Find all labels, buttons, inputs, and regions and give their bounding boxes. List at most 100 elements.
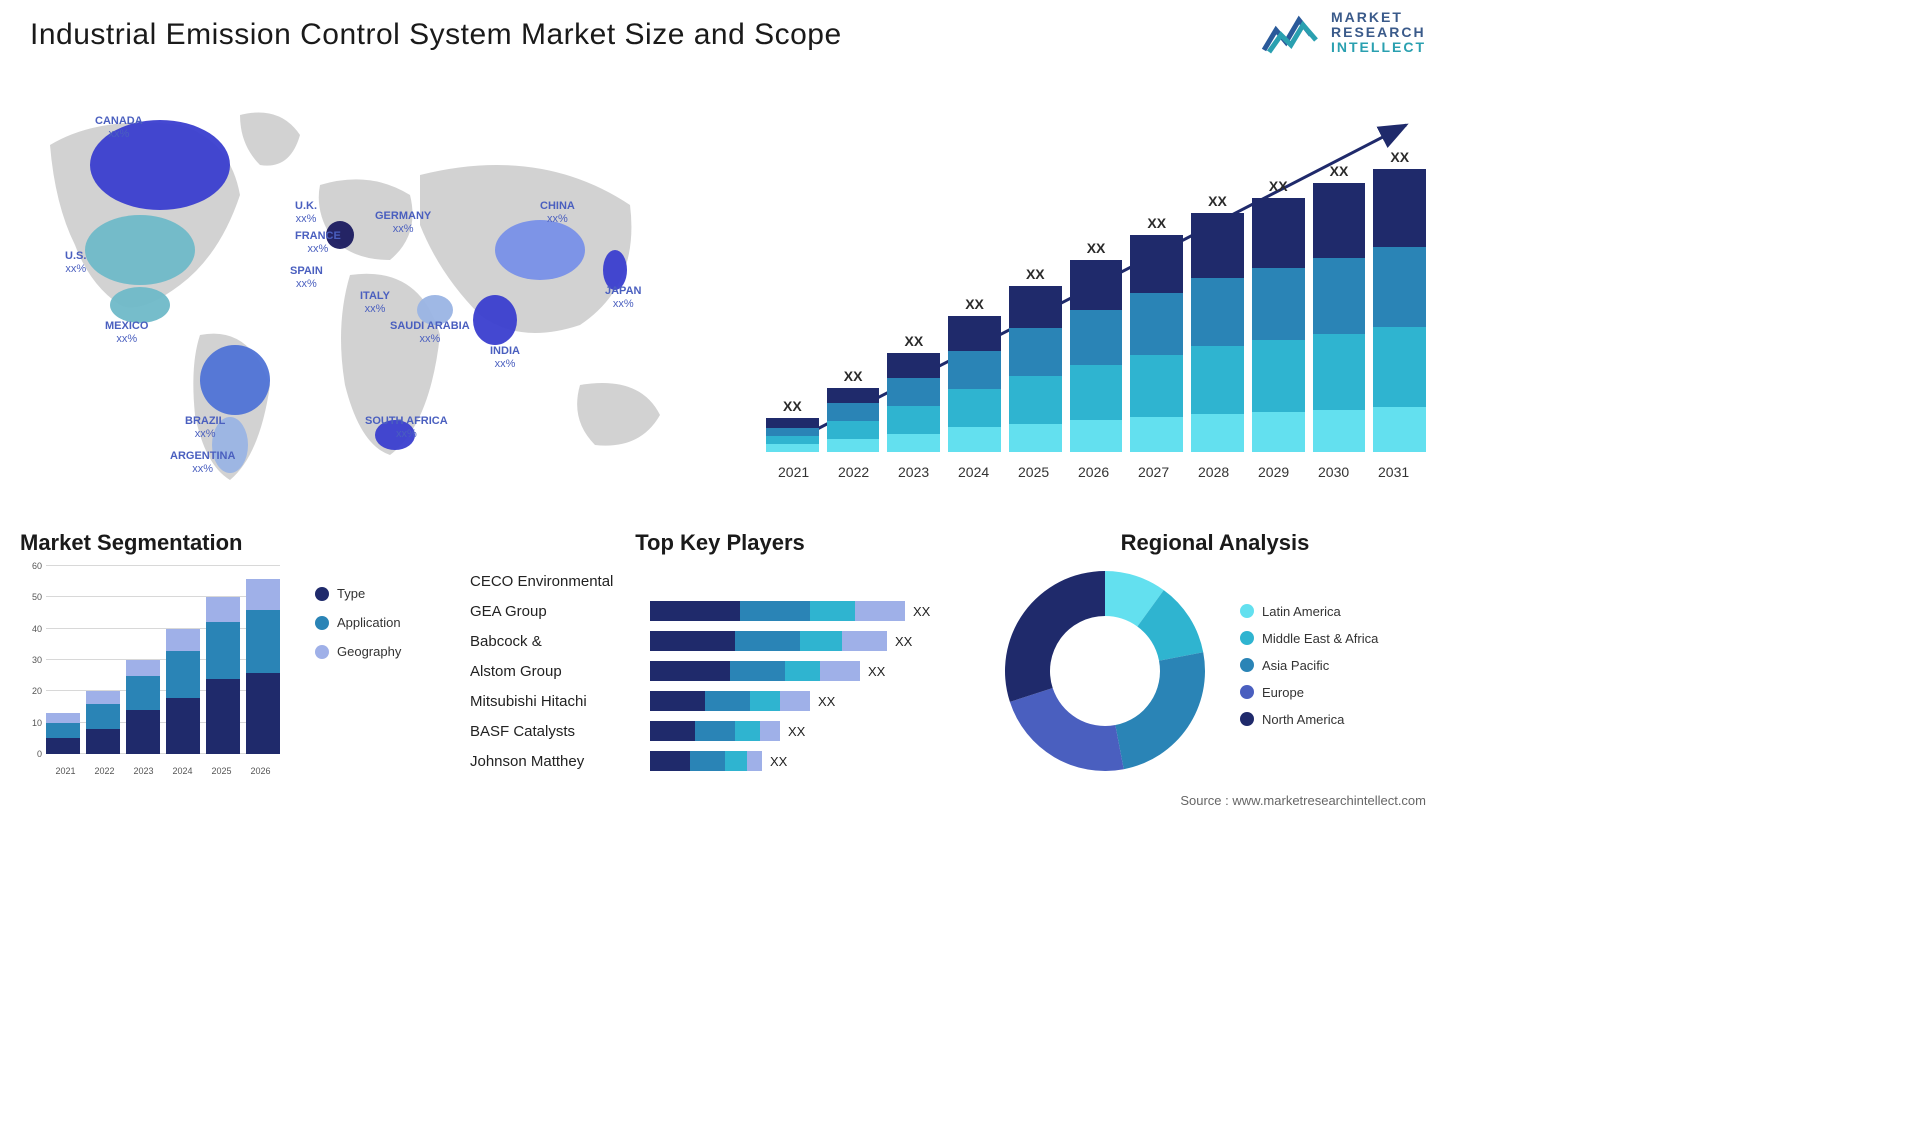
player-bar-seg xyxy=(695,721,735,741)
forecast-bar-seg xyxy=(1009,286,1062,328)
donut-slice xyxy=(1010,688,1124,771)
forecast-bar-value: XX xyxy=(1269,178,1288,194)
forecast-bar-seg xyxy=(1313,334,1366,410)
forecast-bar-seg xyxy=(1070,365,1123,420)
forecast-bar-value: XX xyxy=(1390,149,1409,165)
forecast-year-label: 2024 xyxy=(958,464,989,480)
map-label: FRANCExx% xyxy=(295,230,341,256)
player-bar-seg xyxy=(747,751,762,771)
logo-mark-icon xyxy=(1261,10,1321,55)
brand-logo: MARKET RESEARCH INTELLECT xyxy=(1261,10,1426,55)
logo-text-2: RESEARCH xyxy=(1331,25,1426,40)
seg-ytick: 10 xyxy=(32,718,42,728)
forecast-bar: XX xyxy=(1130,215,1183,452)
legend-dot-icon xyxy=(1240,658,1254,672)
forecast-bar-seg xyxy=(1130,355,1183,417)
player-bar-wrap: XX xyxy=(650,721,970,741)
forecast-bar-seg xyxy=(1009,424,1062,452)
seg-bar-segment xyxy=(246,579,280,610)
legend-label: Geography xyxy=(337,644,401,659)
forecast-bar-seg xyxy=(948,316,1001,351)
forecast-bar-seg xyxy=(948,427,1001,452)
forecast-bar-seg xyxy=(1373,169,1426,247)
forecast-bar: XX xyxy=(827,368,880,452)
forecast-bar: XX xyxy=(766,398,819,452)
legend-label: Middle East & Africa xyxy=(1262,631,1378,646)
forecast-bar-seg xyxy=(1313,183,1366,258)
forecast-bar: XX xyxy=(887,333,940,452)
forecast-bar-value: XX xyxy=(1026,266,1045,282)
seg-bar-segment xyxy=(246,673,280,754)
seg-bar xyxy=(46,713,80,754)
legend-dot-icon xyxy=(1240,712,1254,726)
forecast-bar-seg xyxy=(1130,293,1183,355)
seg-bar-segment xyxy=(46,713,80,722)
key-players-panel: Top Key Players CECO EnvironmentalGEA Gr… xyxy=(470,530,970,790)
map-label: ARGENTINAxx% xyxy=(170,450,235,476)
seg-ytick: 20 xyxy=(32,686,42,696)
player-bar-wrap: XX xyxy=(650,691,970,711)
forecast-bar-seg xyxy=(1191,414,1244,452)
player-bar-seg xyxy=(650,631,735,651)
forecast-bar-value: XX xyxy=(844,368,863,384)
forecast-bar-seg xyxy=(948,389,1001,427)
seg-bar-segment xyxy=(126,660,160,676)
player-bar-seg xyxy=(750,691,780,711)
player-row: Johnson Matthey XX xyxy=(470,746,970,776)
player-bar-seg xyxy=(780,691,810,711)
legend-dot-icon xyxy=(1240,631,1254,645)
seg-bar xyxy=(246,579,280,754)
forecast-bar-seg xyxy=(1130,235,1183,293)
forecast-bar-value: XX xyxy=(783,398,802,414)
legend-label: Europe xyxy=(1262,685,1304,700)
logo-text-1: MARKET xyxy=(1331,10,1426,25)
segmentation-legend: Type Application Geography xyxy=(315,586,401,673)
donut-slice xyxy=(1115,652,1205,769)
regional-donut-chart xyxy=(1000,566,1210,776)
player-value: XX xyxy=(895,634,912,649)
regional-panel: Regional Analysis Latin AmericaMiddle Ea… xyxy=(1000,530,1430,790)
legend-label: Application xyxy=(337,615,401,630)
legend-item: Type xyxy=(315,586,401,601)
forecast-bar-seg xyxy=(1070,310,1123,365)
forecast-bar: XX xyxy=(1070,240,1123,452)
player-bar-seg xyxy=(730,661,785,681)
forecast-bar: XX xyxy=(1373,149,1426,452)
player-value: XX xyxy=(770,754,787,769)
forecast-bar-seg xyxy=(948,351,1001,389)
legend-dot-icon xyxy=(315,587,329,601)
player-bar-seg xyxy=(650,721,695,741)
forecast-bar-seg xyxy=(887,406,940,434)
player-bar-seg xyxy=(650,691,705,711)
forecast-bar-seg xyxy=(1252,268,1305,340)
forecast-bar-seg xyxy=(827,388,880,403)
seg-bar-segment xyxy=(206,622,240,678)
forecast-bar-seg xyxy=(827,403,880,421)
segmentation-chart: 0102030405060 202120222023202420252026 xyxy=(20,566,280,776)
player-bar-seg xyxy=(810,601,855,621)
forecast-bar-seg xyxy=(1009,376,1062,424)
player-bar-seg xyxy=(760,721,780,741)
forecast-bar-value: XX xyxy=(1087,240,1106,256)
seg-bar-segment xyxy=(166,651,200,698)
map-label: SPAINxx% xyxy=(290,265,323,291)
forecast-bar: XX xyxy=(948,296,1001,452)
legend-item: Latin America xyxy=(1240,604,1378,619)
forecast-bar-value: XX xyxy=(1147,215,1166,231)
player-bar-seg xyxy=(800,631,842,651)
player-bar-seg xyxy=(785,661,820,681)
seg-bar-segment xyxy=(166,629,200,651)
seg-bar xyxy=(86,691,120,754)
forecast-bar-value: XX xyxy=(1208,193,1227,209)
player-bar-seg xyxy=(725,751,747,771)
player-bar-seg xyxy=(842,631,887,651)
seg-bar-segment xyxy=(86,691,120,704)
forecast-year-label: 2029 xyxy=(1258,464,1289,480)
map-label: U.S.xx% xyxy=(65,250,86,276)
map-label: U.K.xx% xyxy=(295,200,317,226)
world-map-panel: CANADAxx%U.S.xx%MEXICOxx%BRAZILxx%ARGENT… xyxy=(20,85,700,485)
forecast-bar-seg xyxy=(887,434,940,452)
player-name: Johnson Matthey xyxy=(470,753,640,770)
forecast-bar: XX xyxy=(1191,193,1244,452)
player-value: XX xyxy=(868,664,885,679)
